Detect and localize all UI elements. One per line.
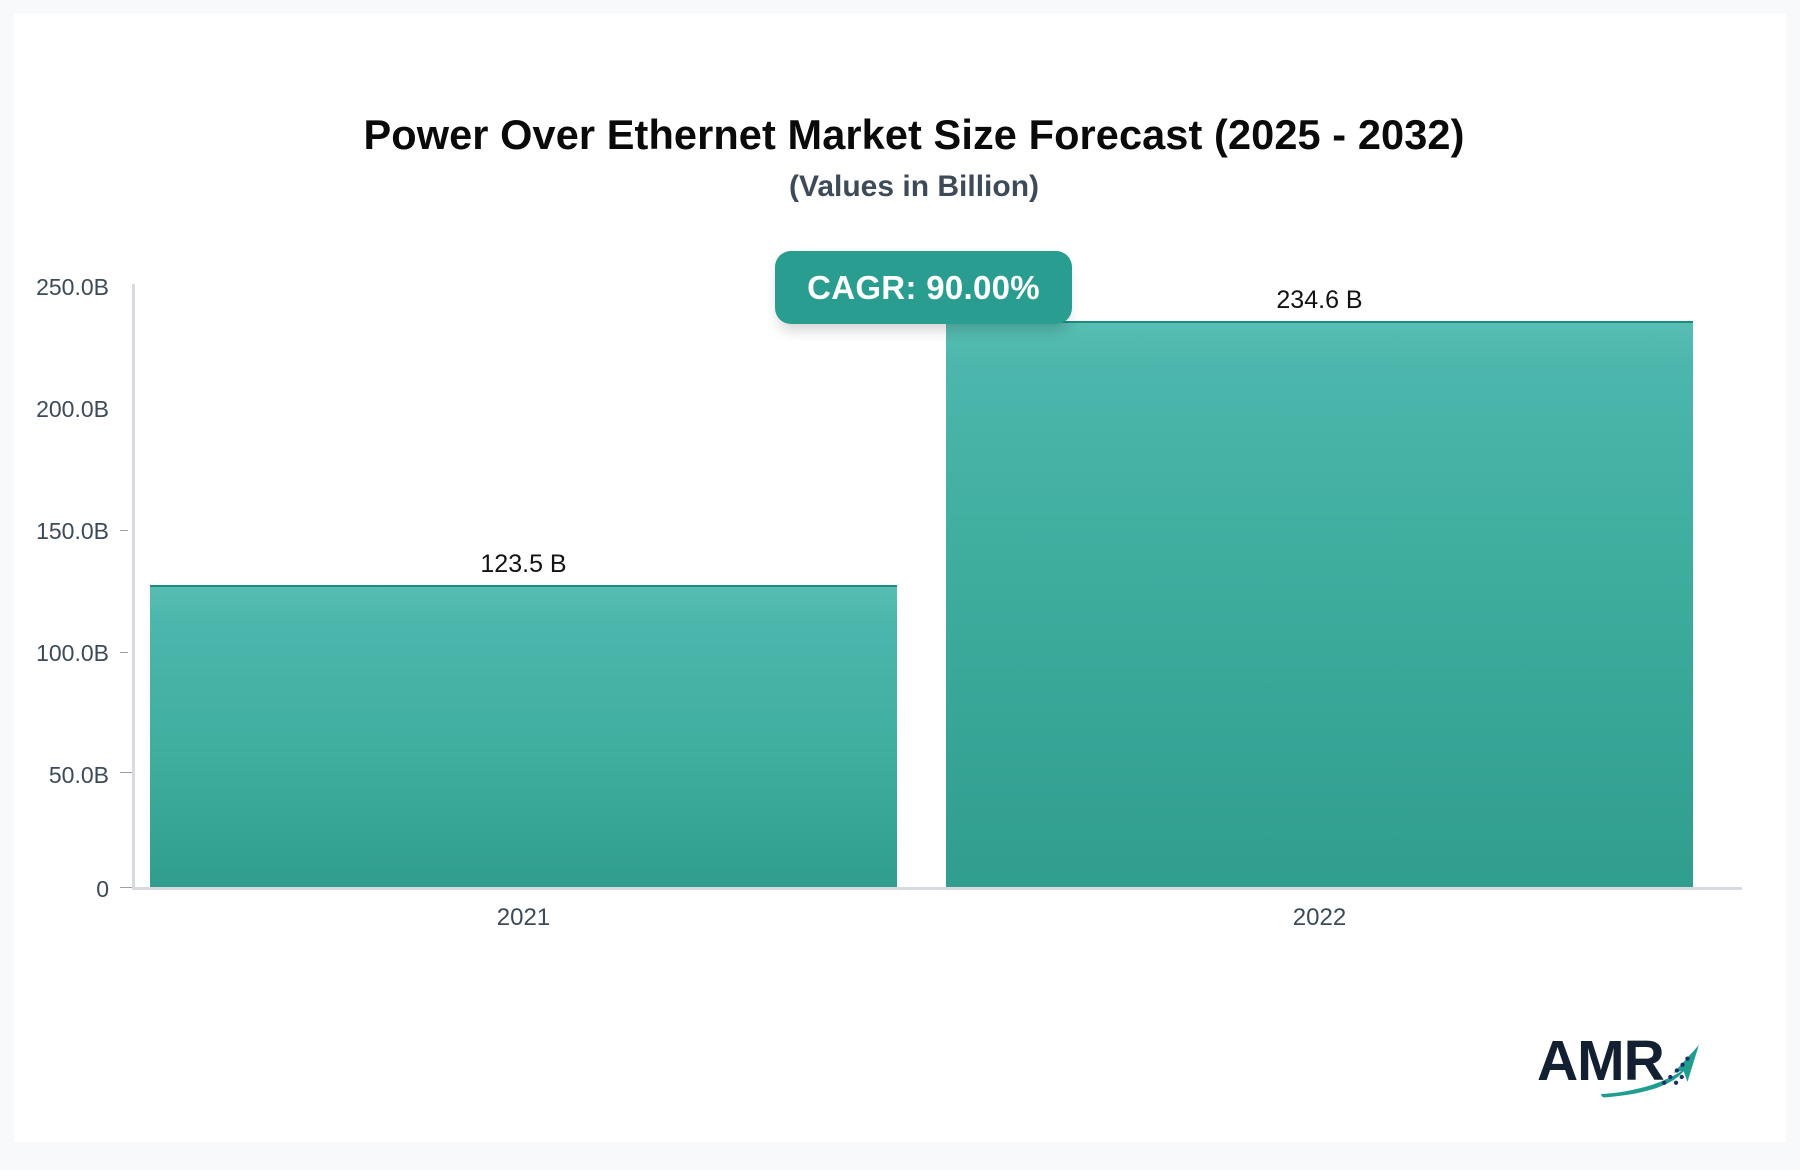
- svg-text:AMR: AMR: [1537, 1029, 1664, 1093]
